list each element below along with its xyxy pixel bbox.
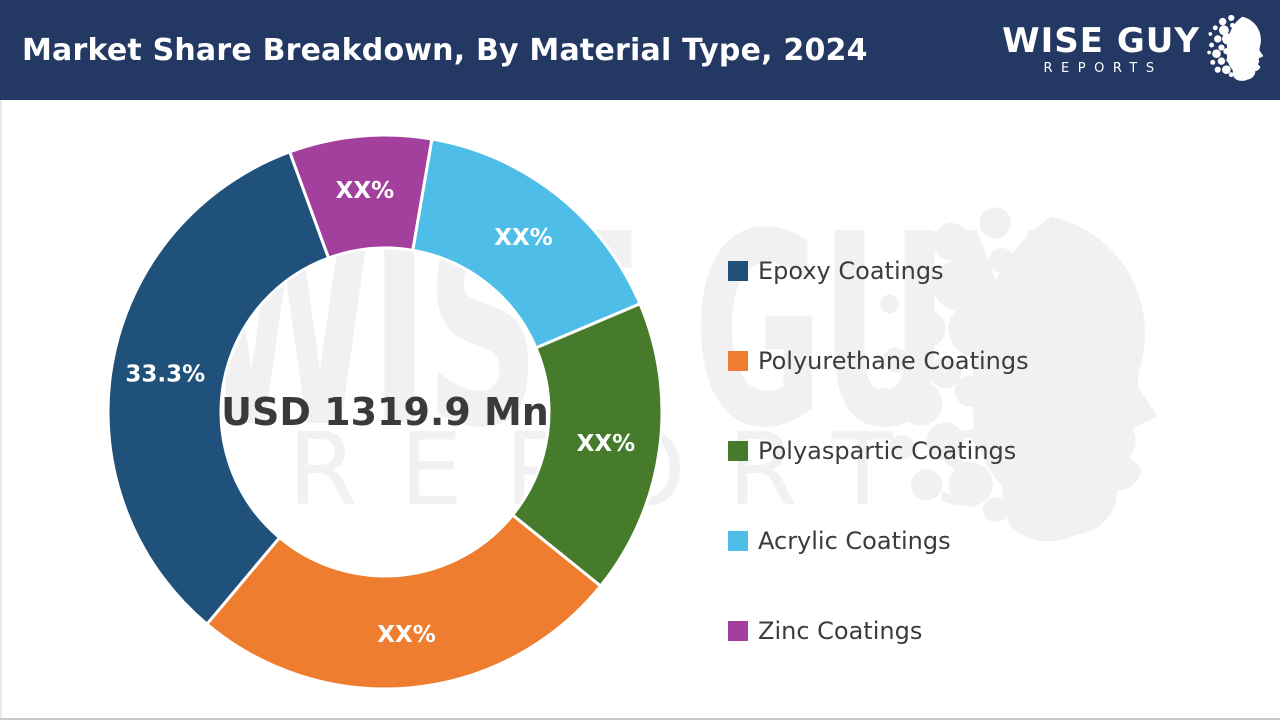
legend-swatch (728, 351, 748, 371)
logo-reports-text: REPORTS (1043, 61, 1163, 77)
legend: Epoxy Coatings Polyurethane Coatings Polya… (728, 258, 1029, 644)
legend-swatch (728, 621, 748, 641)
legend-item-polyurethane-coatings: Polyurethane Coatings (728, 348, 1029, 374)
legend-swatch (728, 261, 748, 281)
legend-item-polyaspartic-coatings: Polyaspartic Coatings (728, 438, 1029, 464)
wiseguy-logo: WISE GUY REPORTS (1002, 0, 1266, 100)
wiseguy-logo-text: WISE GUY REPORTS (1002, 20, 1200, 77)
logo-wiseguy-text: WISE GUY (1002, 20, 1200, 61)
header: Market Share Breakdown, By Material Type… (0, 0, 1280, 100)
legend-label: Polyurethane Coatings (758, 347, 1029, 375)
bottom-border-line (0, 718, 1280, 720)
legend-label: Zinc Coatings (758, 617, 923, 645)
left-border-line (0, 100, 2, 718)
legend-label: Polyaspartic Coatings (758, 437, 1017, 465)
legend-swatch (728, 531, 748, 551)
wiseguy-face-icon (1207, 14, 1264, 81)
legend-item-epoxy-coatings: Epoxy Coatings (728, 258, 1029, 284)
legend-swatch (728, 441, 748, 461)
legend-item-zinc-coatings: Zinc Coatings (728, 618, 1029, 644)
page-title: Market Share Breakdown, By Material Type… (22, 32, 868, 68)
legend-item-acrylic-coatings: Acrylic Coatings (728, 528, 1029, 554)
legend-label: Epoxy Coatings (758, 257, 944, 285)
legend-label: Acrylic Coatings (758, 527, 951, 555)
